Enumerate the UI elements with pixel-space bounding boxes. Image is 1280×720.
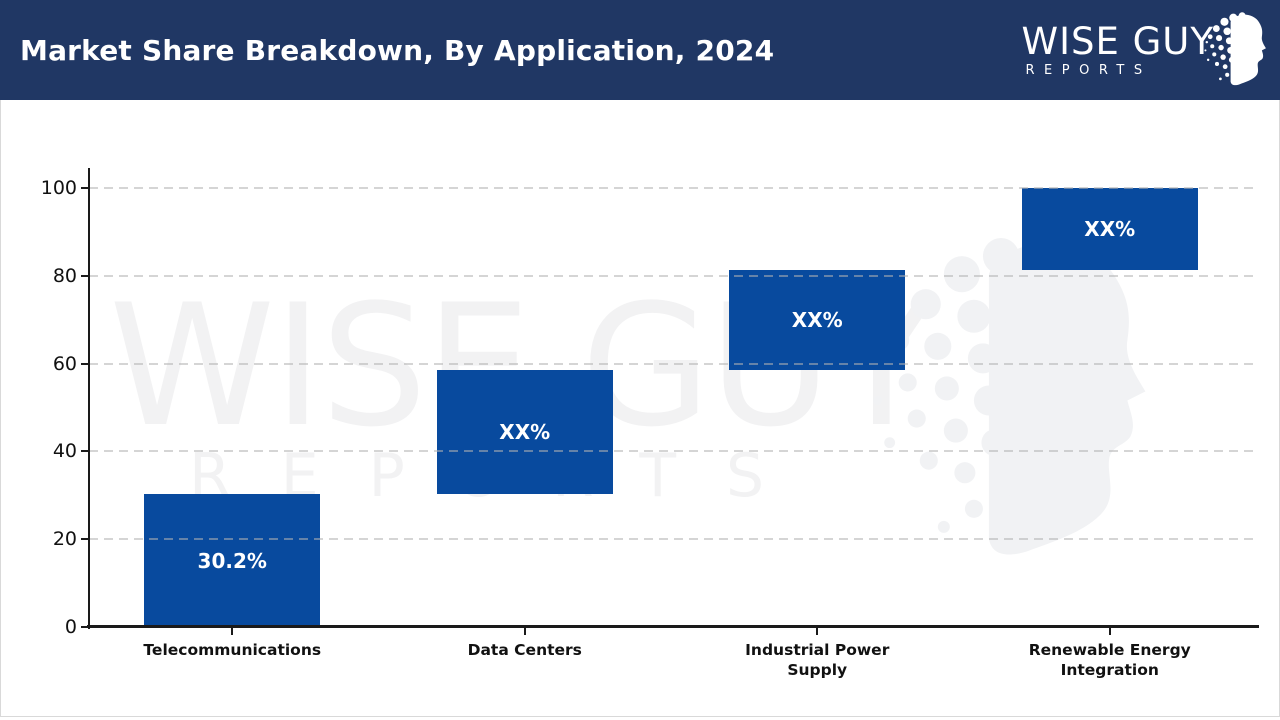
category-label-renewable-energy-integration: Renewable Energy Integration [1028, 641, 1191, 679]
x-tick-mark [1108, 627, 1111, 635]
y-tick-label: 60 [52, 352, 77, 375]
y-tick-mark [81, 626, 89, 628]
x-axis-line [87, 625, 1259, 628]
y-tick-label: 0 [64, 616, 77, 638]
logo-name: WISE GUY [1021, 20, 1214, 63]
gridline-20 [89, 538, 1259, 541]
gridline-100 [89, 187, 1259, 189]
wise-guy-logo: WISE GUY REPORTS [1022, 10, 1268, 90]
header-bar: Market Share Breakdown, By Application, … [0, 0, 1280, 100]
y-tick-label: 20 [52, 528, 77, 551]
bar-telecommunications [144, 494, 321, 627]
category-label-data-centers: Data Centers [467, 641, 582, 659]
logo-text: WISE GUY REPORTS [1022, 23, 1214, 77]
logo-subtitle: REPORTS [1025, 63, 1152, 78]
y-tick-mark [81, 362, 89, 365]
x-tick-mark [231, 627, 234, 635]
bar-renewable-energy-integration [1021, 188, 1198, 270]
bar-value-label: 30.2% [197, 548, 267, 573]
head-watermark [873, 232, 1146, 555]
category-label-telecommunications: Telecommunications [143, 641, 322, 659]
y-tick-mark [81, 187, 89, 189]
x-tick-mark [816, 627, 819, 635]
chart-area: WISE GUY REPORTS 02040608010030.2%Teleco… [0, 100, 1280, 717]
bar-value-label: XX% [1084, 216, 1136, 241]
y-axis-line [88, 168, 90, 629]
head-profile-icon [1204, 12, 1266, 86]
y-tick-mark [81, 450, 89, 453]
bar-industrial-power-supply [729, 269, 906, 370]
gridline-80 [89, 274, 1259, 277]
category-label-industrial-power-supply: Industrial Power Supply [745, 641, 890, 679]
y-tick-label: 40 [52, 440, 77, 463]
bar-value-label: XX% [791, 307, 843, 332]
gridline-40 [89, 450, 1259, 453]
y-tick-label: 100 [40, 177, 77, 199]
x-tick-mark [523, 627, 526, 635]
bar-data-centers [436, 369, 613, 495]
page-title: Market Share Breakdown, By Application, … [20, 33, 775, 67]
gridline-60 [89, 362, 1259, 365]
y-tick-mark [81, 274, 89, 277]
bar-value-label: XX% [499, 420, 551, 445]
y-tick-mark [81, 538, 89, 541]
y-tick-label: 80 [52, 264, 77, 287]
